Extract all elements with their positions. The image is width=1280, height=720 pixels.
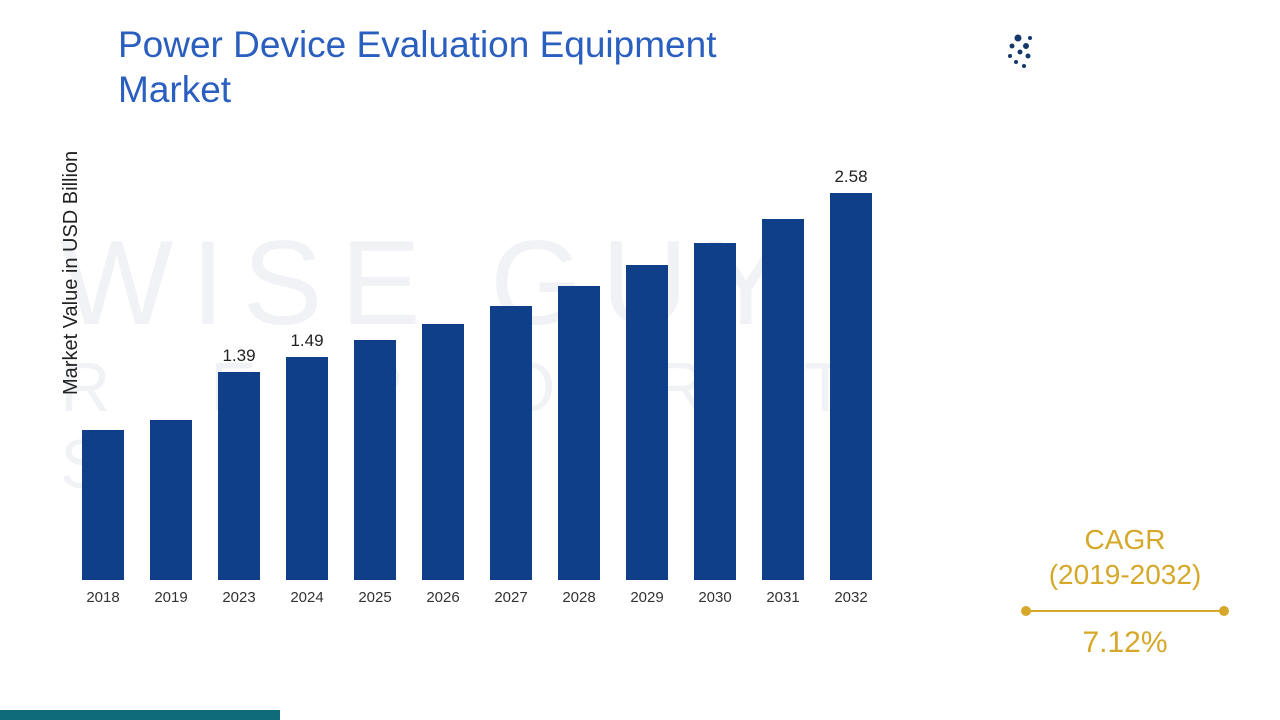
logo-line1: WISE GUY <box>1003 18 1256 52</box>
bar <box>490 306 532 581</box>
x-tick: 2027 <box>494 589 527 606</box>
bar-value-label: 1.49 <box>290 331 323 351</box>
bar <box>558 286 600 580</box>
bar <box>422 324 464 581</box>
x-tick: 2031 <box>766 589 799 606</box>
cagr-value: 7.12% <box>1018 626 1232 660</box>
bar <box>762 219 804 581</box>
bar <box>830 193 872 580</box>
logo-line2: R E P O R T S <box>1003 56 1256 71</box>
x-tick: 2030 <box>698 589 731 606</box>
bar-value-label: 1.39 <box>222 346 255 366</box>
x-tick: 2019 <box>154 589 187 606</box>
cagr-divider <box>1026 610 1224 612</box>
bar <box>694 243 736 581</box>
logo-text: WISE GUY R E P O R T S <box>1003 18 1256 71</box>
x-tick: 2023 <box>222 589 255 606</box>
cagr-range: (2019-2032) <box>1049 559 1202 590</box>
bar <box>218 372 260 581</box>
cagr-title: CAGR (2019-2032) <box>1018 522 1232 592</box>
x-tick: 2029 <box>630 589 663 606</box>
cagr-label: CAGR <box>1085 524 1166 555</box>
bar-chart: 2018 2019 2023 1.39 2024 1.49 2025 2026 2027 2028… <box>82 160 902 610</box>
bottom-accent-bar <box>0 710 280 720</box>
bar-value-label: 2.58 <box>834 167 867 187</box>
plot-area: 2018201920231.3920241.492025202620272028… <box>82 160 902 580</box>
bar <box>354 340 396 580</box>
x-tick: 2024 <box>290 589 323 606</box>
y-axis-label: Market Value in USD Billion <box>60 151 83 395</box>
x-tick: 2026 <box>426 589 459 606</box>
cagr-box: CAGR (2019-2032) 7.12% <box>1018 522 1232 660</box>
bar <box>626 265 668 580</box>
bar <box>286 357 328 581</box>
x-tick: 2032 <box>834 589 867 606</box>
stage: WISE GUY R E P O R T S WISE GUY R E P O … <box>0 0 1280 720</box>
x-tick: 2018 <box>86 589 119 606</box>
bar <box>150 420 192 581</box>
x-tick: 2025 <box>358 589 391 606</box>
x-tick: 2028 <box>562 589 595 606</box>
chart-title: Power Device Evaluation Equipment Market <box>118 22 838 112</box>
bar <box>82 430 124 580</box>
